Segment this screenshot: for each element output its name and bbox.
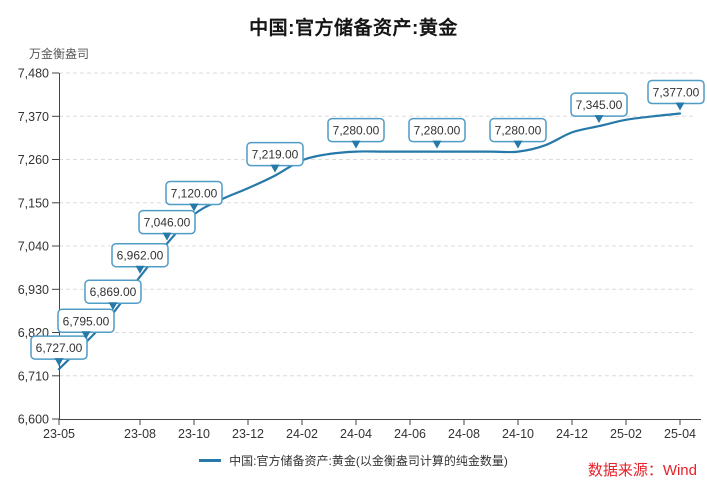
- x-axis-tick-label: 24-02: [286, 427, 318, 441]
- data-label-callout: 7,280.00: [489, 117, 547, 149]
- legend-label: 中国:官方储备资产:黄金(以金衡盎司计算的纯金数量): [229, 454, 508, 468]
- y-axis-tick-label: 6,930: [18, 283, 49, 297]
- data-label-callout: 7,046.00: [138, 209, 196, 241]
- data-source-label: 数据来源：Wind: [587, 462, 697, 479]
- chart-canvas: 6,6006,7106,8206,9307,0407,1507,2607,370…: [18, 67, 705, 441]
- x-axis-tick-label: 24-06: [394, 427, 426, 441]
- data-label-callout: 6,795.00: [57, 308, 115, 340]
- data-label-text: 7,280.00: [333, 124, 380, 138]
- y-axis-tick-label: 7,040: [18, 240, 49, 254]
- callout-tail: [594, 115, 604, 124]
- callout-tail: [54, 358, 64, 367]
- data-label-text: 6,795.00: [63, 314, 110, 328]
- y-axis-tick-label: 6,710: [18, 369, 49, 383]
- data-label-text: 6,962.00: [117, 249, 164, 263]
- callout-tail: [108, 302, 118, 311]
- x-axis-tick-label: 25-04: [664, 427, 696, 441]
- x-axis-tick-label: 23-10: [178, 427, 210, 441]
- x-axis-tick-label: 25-02: [610, 427, 642, 441]
- y-axis-tick-label: 7,260: [18, 153, 49, 167]
- data-label-text: 6,727.00: [36, 341, 83, 355]
- data-label-callout: 7,377.00: [647, 79, 705, 111]
- callout-tail: [432, 140, 442, 149]
- y-axis-tick-label: 7,480: [18, 67, 49, 81]
- data-label-callout: 7,219.00: [246, 141, 304, 173]
- y-axis-unit-label: 万金衡盎司: [29, 47, 90, 61]
- data-label-text: 7,120.00: [171, 187, 218, 201]
- callout-tail: [189, 203, 199, 212]
- data-label-text: 7,046.00: [144, 216, 191, 230]
- data-label-callout: 6,727.00: [30, 335, 88, 367]
- data-label-callout: 7,120.00: [165, 180, 223, 212]
- data-label-text: 7,219.00: [252, 148, 299, 162]
- data-label-text: 6,869.00: [90, 285, 137, 299]
- series-line: [57, 112, 682, 371]
- y-axis-tick-label: 7,370: [18, 110, 49, 124]
- callout-tail: [81, 331, 91, 340]
- x-axis-tick-label: 24-10: [502, 427, 534, 441]
- x-axis-tick-label: 24-08: [448, 427, 480, 441]
- y-axis-tick-label: 6,600: [18, 413, 49, 427]
- data-label-text: 7,280.00: [414, 124, 461, 138]
- x-axis-tick-label: 24-04: [340, 427, 372, 441]
- x-axis-tick-label: 23-05: [43, 427, 75, 441]
- data-label-callout: 6,962.00: [111, 242, 169, 274]
- x-axis-tick-label: 24-12: [556, 427, 588, 441]
- legend-item[interactable]: 中国:官方储备资产:黄金(以金衡盎司计算的纯金数量): [199, 452, 508, 469]
- callout-tail: [513, 140, 523, 149]
- callout-tail: [270, 164, 280, 173]
- data-label-callout: 6,869.00: [84, 279, 142, 311]
- data-label-text: 7,377.00: [653, 86, 700, 100]
- callout-tail: [351, 140, 361, 149]
- x-axis-tick-label: 23-12: [232, 427, 264, 441]
- chart-title: 中国:官方储备资产:黄金: [249, 18, 458, 39]
- x-axis-tick-label: 23-08: [124, 427, 156, 441]
- data-label-callout: 7,345.00: [570, 92, 628, 124]
- callout-tail: [135, 265, 145, 274]
- y-axis-tick-label: 7,150: [18, 196, 49, 210]
- legend-line-swatch: [199, 459, 222, 462]
- callout-tail: [162, 232, 172, 241]
- data-label-callout: 7,280.00: [408, 117, 466, 149]
- data-label-text: 7,280.00: [495, 124, 542, 138]
- callout-tail: [675, 102, 685, 111]
- data-label-callout: 7,280.00: [327, 117, 385, 149]
- data-label-text: 7,345.00: [576, 98, 623, 112]
- chart-legend: 中国:官方储备资产:黄金(以金衡盎司计算的纯金数量): [0, 452, 707, 469]
